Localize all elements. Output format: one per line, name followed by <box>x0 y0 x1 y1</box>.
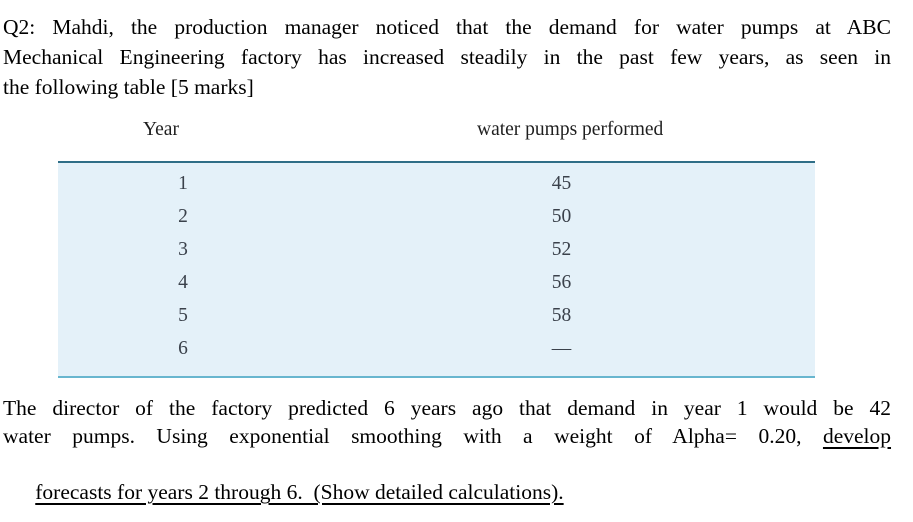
value-cell: — <box>551 337 572 359</box>
value-cell: 45 <box>551 172 572 194</box>
table-row: 6 — <box>58 332 815 365</box>
closing-line-2: water pumps. Using exponential smoothing… <box>3 422 891 450</box>
value-cell: 56 <box>551 271 572 293</box>
table-body: 1 45 2 50 3 52 4 56 5 58 6 — <box>58 161 815 378</box>
table-header-value: water pumps performed <box>477 119 664 140</box>
table-row: 4 56 <box>58 266 815 299</box>
question-intro: Q2: Mahdi, the production manager notice… <box>3 12 891 102</box>
question-closing: The director of the factory predicted 6 … <box>3 394 891 522</box>
table-row: 3 52 <box>58 233 815 266</box>
intro-line-1: Q2: Mahdi, the production manager notice… <box>3 15 891 39</box>
closing-line-2-underlined: develop <box>822 424 892 448</box>
value-cell: 58 <box>551 304 572 326</box>
closing-line-2-plain: water pumps. Using exponential smoothing… <box>3 424 802 448</box>
year-cell: 2 <box>178 205 188 227</box>
table-row: 1 45 <box>58 167 815 200</box>
table-header-year: Year <box>143 119 179 140</box>
year-cell: 1 <box>178 172 188 194</box>
value-cell: 50 <box>551 205 572 227</box>
table-header: Year water pumps performed <box>58 119 815 145</box>
year-cell: 4 <box>178 271 188 293</box>
intro-line-2: Mechanical Engineering factory has incre… <box>3 45 891 69</box>
closing-line-3-underlined: forecasts for years 2 through 6. (Show d… <box>35 480 564 504</box>
table-row: 2 50 <box>58 200 815 233</box>
intro-line-3: the following table [5 marks] <box>3 75 254 99</box>
closing-line-3: forecasts for years 2 through 6. (Show d… <box>3 450 891 522</box>
year-cell: 3 <box>178 238 188 260</box>
year-cell: 6 <box>178 337 188 359</box>
table-row: 5 58 <box>58 299 815 332</box>
demand-table: 1 45 2 50 3 52 4 56 5 58 6 — <box>58 161 815 378</box>
year-cell: 5 <box>178 304 188 326</box>
closing-line-1: The director of the factory predicted 6 … <box>3 396 891 420</box>
value-cell: 52 <box>551 238 572 260</box>
